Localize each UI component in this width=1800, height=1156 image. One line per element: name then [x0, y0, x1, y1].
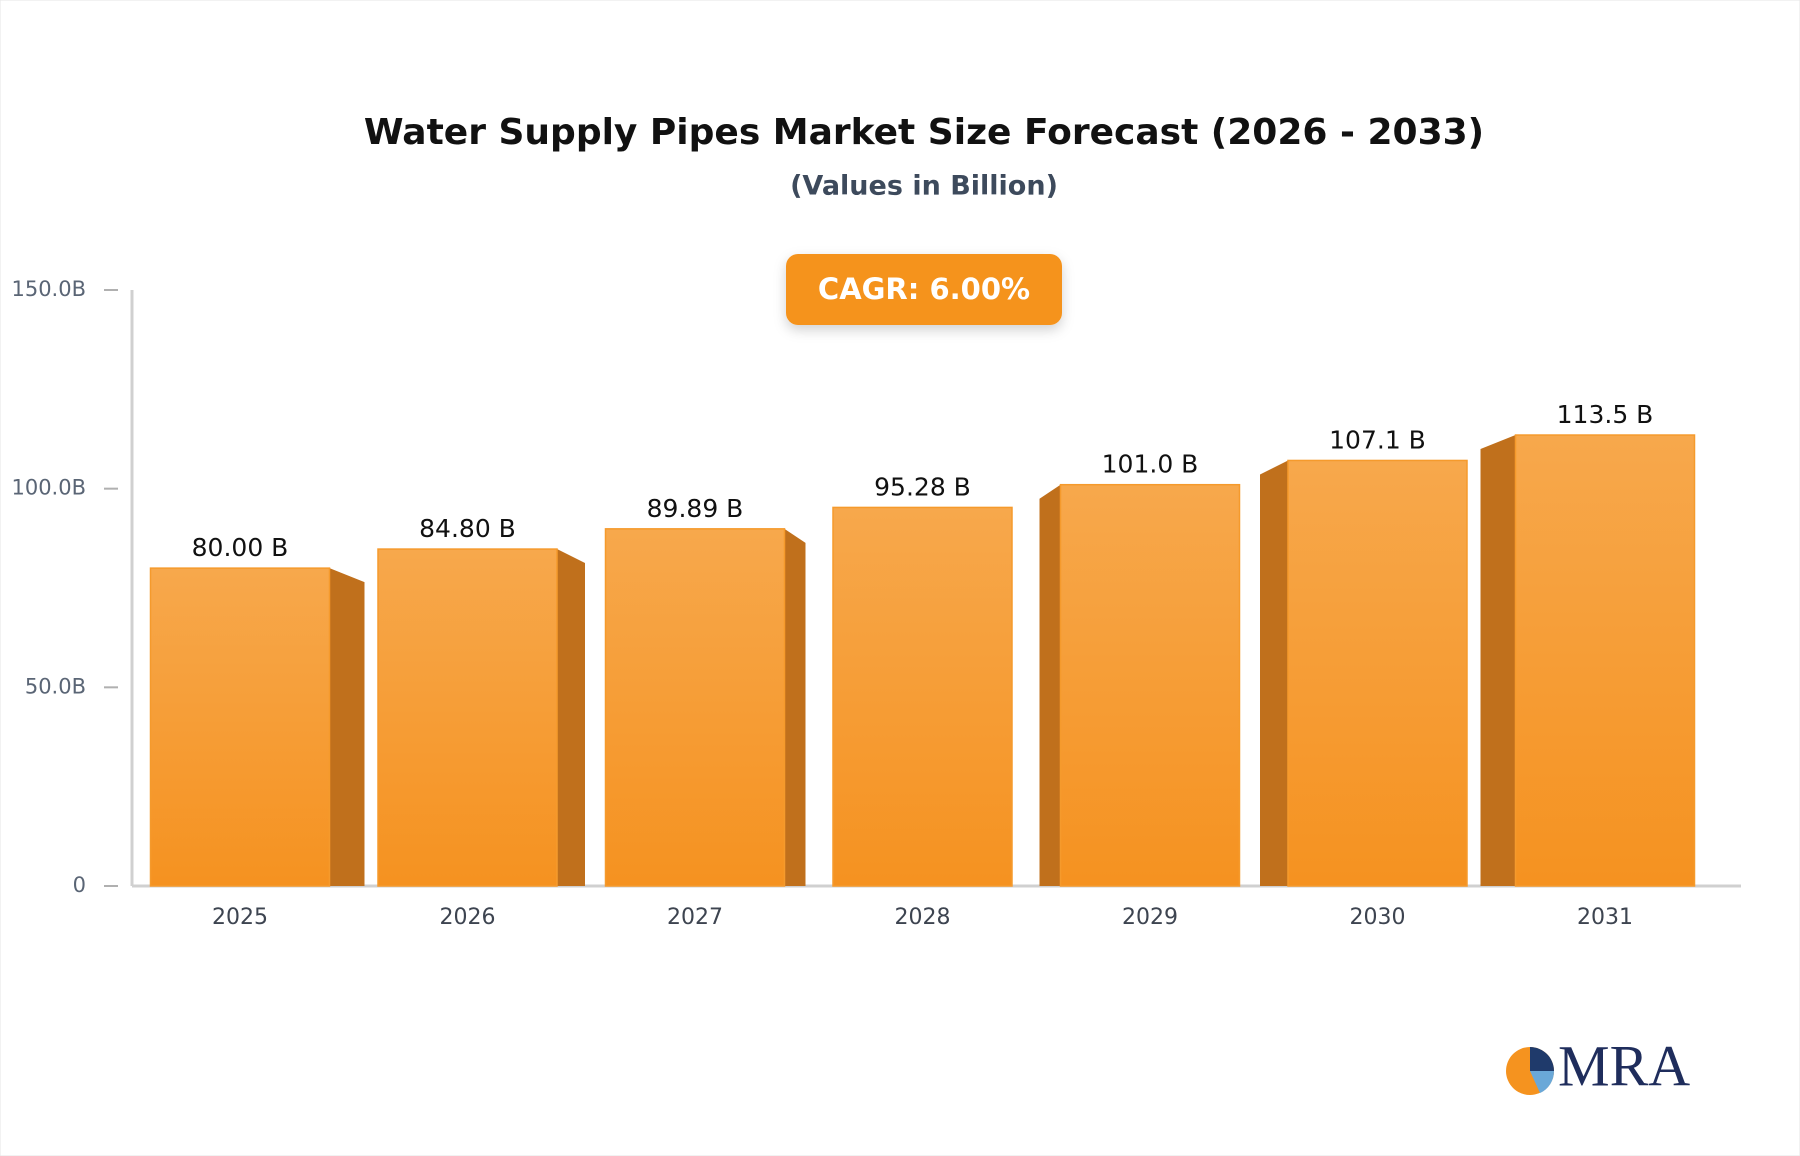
- logo: MRA: [1506, 1033, 1690, 1098]
- value-label: 80.00 B: [192, 533, 289, 562]
- logo-slice: [1530, 1047, 1554, 1071]
- x-tick-label: 2026: [440, 905, 496, 930]
- bar-side: [329, 568, 365, 886]
- value-label: 89.89 B: [647, 494, 744, 523]
- bar: [604, 528, 786, 887]
- bar: [1514, 434, 1696, 887]
- y-tick-label: 150.0B: [11, 277, 86, 301]
- bar: [832, 506, 1013, 887]
- value-label: 113.5 B: [1557, 400, 1654, 429]
- bar-side: [1480, 435, 1516, 886]
- value-label: 107.1 B: [1329, 425, 1426, 454]
- value-label: 95.28 B: [874, 472, 971, 501]
- bar: [377, 548, 558, 887]
- value-label: 101.0 B: [1102, 450, 1199, 479]
- x-tick-label: 2028: [895, 905, 951, 930]
- chart-subtitle: (Values in Billion): [790, 171, 1058, 202]
- cagr-label: CAGR: 6.00%: [818, 272, 1030, 306]
- bar-side: [557, 549, 585, 886]
- logo-text: MRA: [1558, 1033, 1690, 1098]
- bar: [1059, 483, 1241, 887]
- x-tick-label: 2030: [1350, 905, 1406, 930]
- bar-side: [784, 528, 806, 886]
- logo-slice: [1530, 1071, 1555, 1093]
- x-tick-label: 2025: [212, 905, 268, 930]
- chart-title: Water Supply Pipes Market Size Forecast …: [364, 112, 1484, 153]
- y-tick-label: 50.0B: [25, 674, 86, 698]
- bar-side: [1260, 460, 1288, 886]
- bar: [1287, 459, 1468, 887]
- y-tick-label: 0: [73, 873, 86, 897]
- bar: [149, 567, 331, 887]
- value-label: 84.80 B: [419, 514, 516, 543]
- cagr-badge: [786, 254, 1062, 325]
- x-tick-label: 2031: [1577, 905, 1633, 930]
- bar-side: [1039, 484, 1061, 886]
- y-tick-label: 100.0B: [11, 476, 86, 500]
- x-tick-label: 2029: [1122, 905, 1178, 930]
- x-tick-label: 2027: [667, 905, 723, 930]
